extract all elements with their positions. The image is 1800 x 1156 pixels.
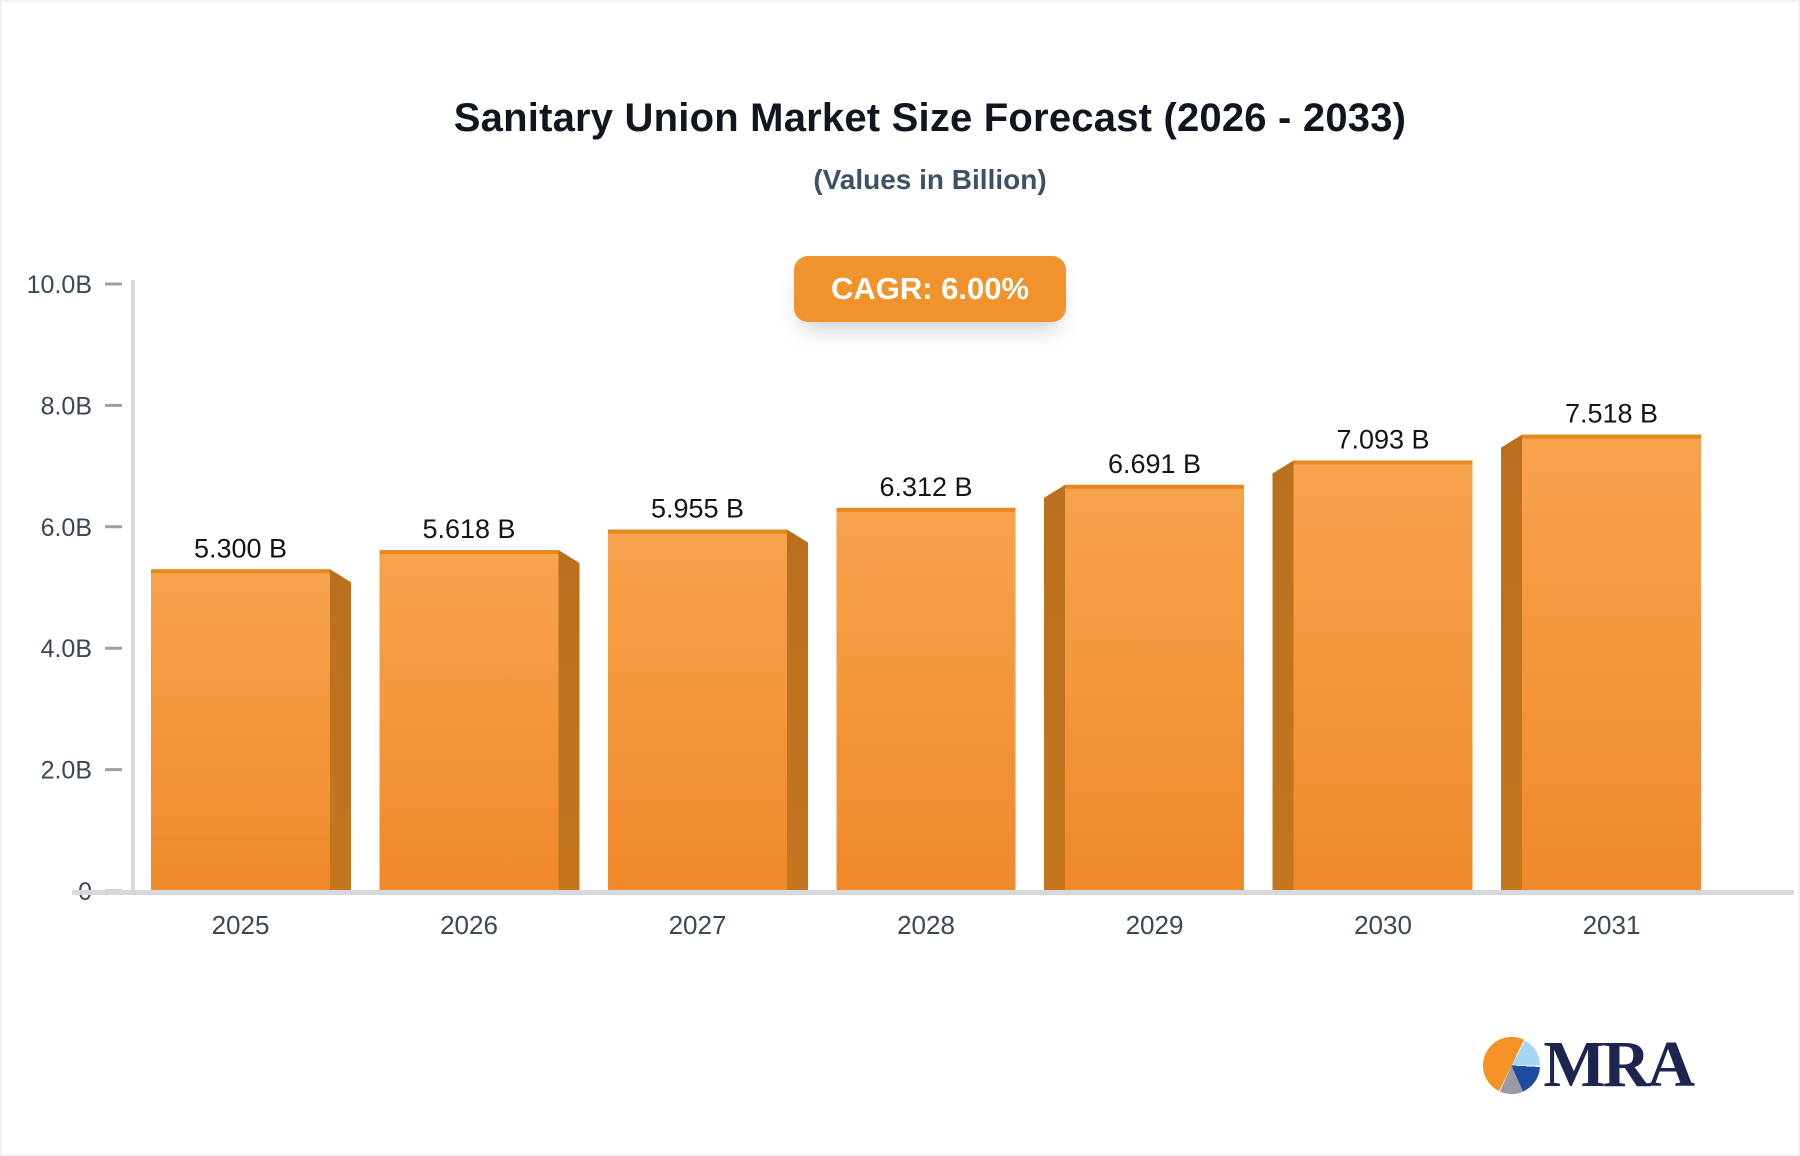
y-tick-label: 8.0B <box>41 392 92 420</box>
x-axis-label: 2027 <box>669 910 727 940</box>
bar-top-edge <box>151 569 330 574</box>
bar-group-2025: 5.300 B 2025 <box>151 533 351 940</box>
bar-side <box>787 529 808 891</box>
bar-side <box>1272 460 1294 891</box>
bar-side <box>1501 434 1522 891</box>
bar-value-label: 6.691 B <box>1108 449 1201 479</box>
bar-face[interactable] <box>608 529 787 891</box>
bar-value-label: 5.955 B <box>651 494 744 524</box>
bar-face[interactable] <box>151 569 330 891</box>
x-axis-label: 2028 <box>897 910 955 940</box>
bar-value-label: 5.618 B <box>422 514 515 544</box>
bar-value-label: 6.312 B <box>879 472 972 502</box>
bar-side <box>558 549 580 891</box>
y-tick-label: 10.0B <box>27 271 92 299</box>
x-axis-label: 2030 <box>1354 910 1412 940</box>
bar-top-edge <box>608 529 787 534</box>
bar-group-2026: 5.618 B 2026 <box>379 514 580 940</box>
x-axis-label: 2025 <box>212 910 270 940</box>
mra-logo-text: MRA <box>1543 1028 1695 1101</box>
y-tick-label: 6.0B <box>41 514 92 542</box>
bar-group-2027: 5.955 B 2027 <box>608 494 808 940</box>
bar-group-2031: 7.518 B 2031 <box>1501 399 1701 940</box>
mra-pie-icon <box>1483 1036 1541 1094</box>
x-axis-label: 2029 <box>1126 910 1184 940</box>
y-axis: 10.0B8.0B6.0B4.0B2.0B0 <box>27 271 135 906</box>
bar-face[interactable] <box>1522 434 1701 891</box>
bar-face[interactable] <box>836 507 1016 891</box>
y-tick-label: 4.0B <box>41 635 92 663</box>
bar-value-label: 7.518 B <box>1565 399 1658 429</box>
bar-value-label: 5.300 B <box>194 533 287 563</box>
x-axis-label: 2026 <box>440 910 498 940</box>
mra-logo: MRA <box>1483 1028 1695 1101</box>
bar-top-edge <box>379 549 559 554</box>
bar-top-edge <box>1522 434 1701 439</box>
bar-group-2030: 7.093 B 2030 <box>1272 424 1473 940</box>
bar-value-label: 7.093 B <box>1336 424 1429 454</box>
bar-top-edge <box>1293 460 1473 465</box>
bars: 5.300 B 2025 5.618 B 2026 5.955 B 2027 6.312 B… <box>151 399 1701 940</box>
bar-face[interactable] <box>379 549 559 891</box>
bar-top-edge <box>1065 484 1244 489</box>
bar-group-2029: 6.691 B 2029 <box>1044 449 1244 940</box>
y-tick-label: 2.0B <box>41 757 92 785</box>
bar-side <box>330 569 351 891</box>
bar-side <box>1044 484 1065 891</box>
bar-face[interactable] <box>1293 460 1473 891</box>
x-axis-label: 2031 <box>1583 910 1641 940</box>
bar-group-2028: 6.312 B 2028 <box>836 472 1016 940</box>
x-axis-line <box>72 890 1794 895</box>
bar-face[interactable] <box>1065 484 1244 891</box>
bar-top-edge <box>836 507 1016 512</box>
